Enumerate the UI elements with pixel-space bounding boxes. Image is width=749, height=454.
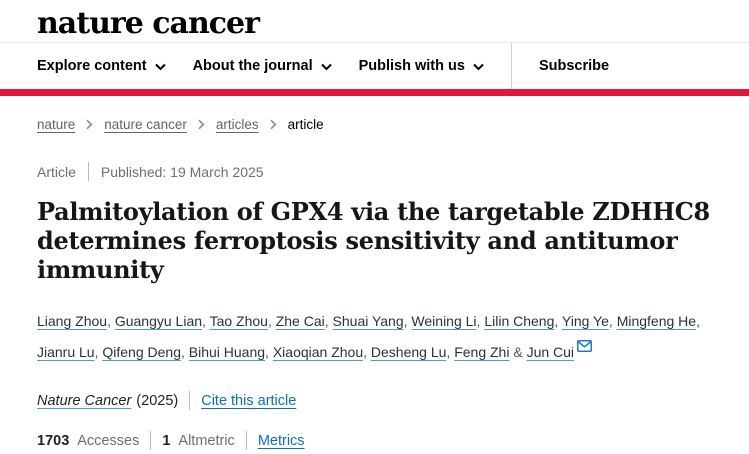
author-link[interactable]: Tao Zhou (209, 313, 268, 329)
logo-row: nature cancer (0, 0, 749, 43)
author-separator: , (94, 344, 103, 360)
author-link[interactable]: Liang Zhou (37, 313, 108, 329)
site-header: nature cancer Explore content About the j… (0, 0, 749, 96)
nav-item-label: Publish with us (358, 58, 465, 74)
chevron-down-icon (154, 63, 166, 71)
nav-divider (510, 43, 512, 89)
author-link[interactable]: Bihui Huang (188, 344, 266, 360)
author-separator: , (265, 344, 273, 360)
vertical-divider (150, 431, 152, 450)
author-separator: , (363, 344, 371, 360)
altmetric-metric: 1 Altmetric (162, 433, 234, 449)
journal-citation: Nature Cancer (2025) (37, 393, 178, 409)
author-separator: , (608, 313, 617, 329)
metrics-bar: 1703 Accesses 1 Altmetric Metrics (37, 431, 712, 450)
chevron-down-icon (320, 63, 332, 71)
nav-item-label: Subscribe (538, 58, 610, 74)
author-separator: , (696, 313, 700, 329)
author-link[interactable]: Jun Cui (526, 344, 575, 360)
author-link[interactable]: Zhe Cai (275, 313, 325, 329)
cite-this-article-link[interactable]: Cite this article (201, 392, 297, 409)
author-link[interactable]: Guangyu Lian (114, 313, 203, 329)
author-link[interactable]: Mingfeng He (616, 313, 697, 329)
citation-year: (2025) (136, 392, 179, 409)
accesses-value: 1703 (37, 432, 70, 449)
nav-item-explore-content[interactable]: Explore content (37, 58, 166, 74)
author-separator: , (403, 313, 412, 329)
author-list: Liang Zhou, Guangyu Lian, Tao Zhou, Zhe … (37, 306, 712, 368)
brand-red-bar (0, 89, 749, 96)
breadcrumb-nature-cancer[interactable]: nature cancer (104, 117, 187, 132)
author-link[interactable]: Shuai Yang (332, 313, 404, 329)
author-link[interactable]: Jianru Lu (37, 344, 95, 360)
author-link[interactable]: Ying Ye (561, 313, 609, 329)
citation-row: Nature Cancer (2025) Cite this article (37, 391, 712, 410)
author-link[interactable]: Weining Li (411, 313, 477, 329)
nav-item-label: About the journal (192, 58, 313, 74)
vertical-divider (87, 162, 89, 181)
accesses-metric: 1703 Accesses (37, 433, 139, 449)
breadcrumb: nature nature cancer articles article (0, 96, 749, 132)
journal-logo[interactable]: nature cancer (37, 6, 260, 41)
author-link[interactable]: Lilin Cheng (484, 313, 555, 329)
breadcrumb-nature[interactable]: nature (37, 117, 76, 132)
author-separator: , (202, 313, 210, 329)
chevron-right-icon (270, 119, 277, 130)
altmetric-value: 1 (162, 432, 171, 449)
chevron-right-icon (198, 119, 205, 130)
author-separator: & (509, 344, 527, 360)
author-separator: , (180, 344, 189, 360)
nav-item-publish-with-us[interactable]: Publish with us (359, 58, 484, 74)
author-separator: , (446, 344, 455, 360)
author-link[interactable]: Feng Zhi (454, 344, 510, 360)
vertical-divider (189, 391, 191, 410)
publication-meta-row: Article Published: 19 March 2025 (37, 162, 712, 181)
breadcrumb-articles[interactable]: articles (215, 117, 259, 132)
published-date: Published: 19 March 2025 (100, 163, 264, 180)
author-link[interactable]: Desheng Lu (370, 344, 447, 360)
nav-item-about-the-journal[interactable]: About the journal (193, 58, 332, 74)
altmetric-label: Altmetric (178, 432, 235, 449)
accesses-label: Accesses (77, 432, 140, 449)
breadcrumb-article: article (287, 117, 324, 132)
nav-item-label: Explore content (37, 58, 147, 74)
vertical-divider (245, 431, 247, 450)
author-separator: , (324, 313, 333, 329)
chevron-right-icon (86, 119, 93, 130)
author-link[interactable]: Xiaoqian Zhou (272, 344, 364, 360)
author-separator: , (554, 313, 562, 329)
article-page: nature nature cancer articles article Artic… (0, 96, 749, 450)
envelope-icon[interactable] (577, 340, 592, 352)
journal-link[interactable]: Nature Cancer (37, 392, 132, 409)
author-separator: , (476, 313, 485, 329)
article-type-label: Article (37, 163, 76, 180)
author-separator: , (107, 313, 115, 329)
chevron-down-icon (473, 63, 484, 71)
nav-item-subscribe[interactable]: Subscribe (539, 58, 609, 74)
metrics-link[interactable]: Metrics (257, 432, 305, 449)
main-nav: Explore content About the journal Publish … (0, 43, 749, 89)
author-separator: , (267, 313, 276, 329)
article-title: Palmitoylation of GPX4 via the targetabl… (37, 197, 710, 284)
author-link[interactable]: Qifeng Deng (102, 344, 181, 360)
